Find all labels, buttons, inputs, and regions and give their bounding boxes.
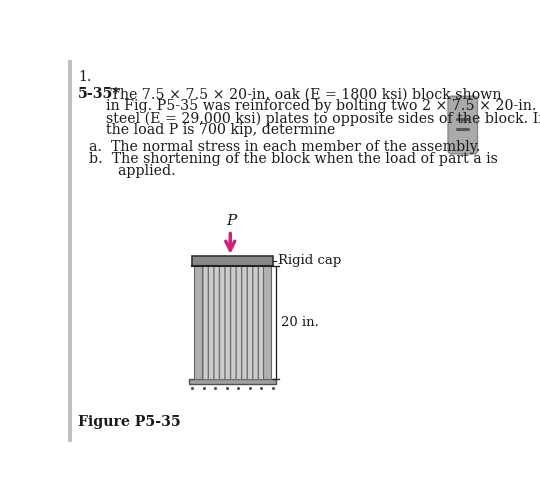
Text: the load P is 700 kip, determine: the load P is 700 kip, determine xyxy=(106,123,336,137)
Bar xyxy=(192,256,273,266)
Text: Figure P5-35: Figure P5-35 xyxy=(78,415,181,429)
Text: b.  The shortening of the block when the load of part a is: b. The shortening of the block when the … xyxy=(89,152,498,166)
Text: steel (E = 29,000 ksi) plates to opposite sides of the block. If: steel (E = 29,000 ksi) plates to opposit… xyxy=(106,111,540,126)
Text: Rigid cap: Rigid cap xyxy=(278,254,341,267)
Bar xyxy=(68,60,72,442)
Text: in Fig. P5-35 was reinforced by bolting two 2 × 7.5 × 20-in.: in Fig. P5-35 was reinforced by bolting … xyxy=(106,99,537,113)
Bar xyxy=(202,266,263,379)
Text: 20 in.: 20 in. xyxy=(281,316,319,329)
Text: 5-35*: 5-35* xyxy=(78,87,121,101)
Text: P: P xyxy=(226,214,237,228)
Text: a.  The normal stress in each member of the assembly.: a. The normal stress in each member of t… xyxy=(89,140,481,154)
Bar xyxy=(194,266,202,379)
Text: 1.: 1. xyxy=(78,71,92,84)
Bar xyxy=(189,379,276,384)
Text: The 7.5 × 7.5 × 20-in. oak (E = 1800 ksi) block shown: The 7.5 × 7.5 × 20-in. oak (E = 1800 ksi… xyxy=(106,87,502,101)
Bar xyxy=(263,266,271,379)
Text: applied.: applied. xyxy=(100,164,176,178)
FancyBboxPatch shape xyxy=(448,96,477,154)
